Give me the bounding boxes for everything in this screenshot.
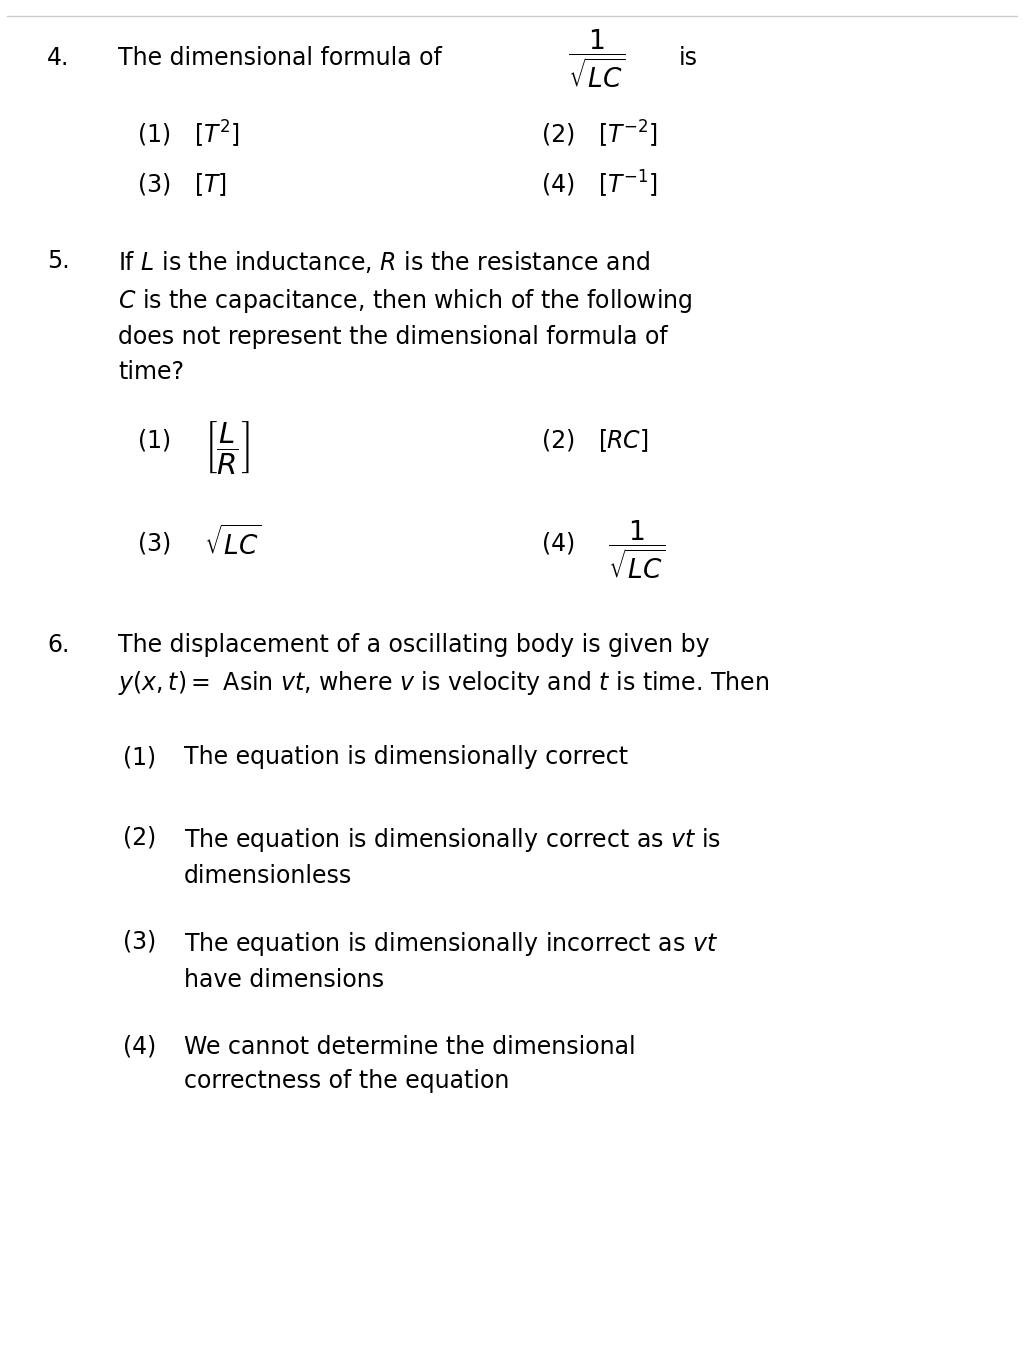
Text: We cannot determine the dimensional
correctness of the equation: We cannot determine the dimensional corr…	[183, 1034, 635, 1093]
Text: $[T^{2}]$: $[T^{2}]$	[194, 120, 240, 151]
Text: is: is	[679, 46, 697, 71]
Text: (2): (2)	[543, 429, 575, 453]
Text: (3): (3)	[123, 930, 157, 954]
Text: The equation is dimensionally correct as $vt$ is
dimensionless: The equation is dimensionally correct as…	[183, 826, 721, 889]
Text: (4): (4)	[123, 1034, 157, 1059]
Text: 6.: 6.	[47, 633, 70, 657]
Text: The equation is dimensionally correct: The equation is dimensionally correct	[183, 746, 628, 769]
Text: (3): (3)	[138, 531, 171, 555]
Text: 4.: 4.	[47, 46, 70, 71]
Text: $\left[\dfrac{L}{R}\right]$: $\left[\dfrac{L}{R}\right]$	[204, 421, 250, 478]
Text: The dimensional formula of: The dimensional formula of	[118, 46, 442, 71]
Text: $\dfrac{1}{\sqrt{LC}}$: $\dfrac{1}{\sqrt{LC}}$	[567, 27, 626, 90]
Text: (1): (1)	[138, 122, 171, 147]
Text: $[RC]$: $[RC]$	[598, 427, 648, 455]
Text: $[T^{-1}]$: $[T^{-1}]$	[598, 169, 657, 200]
Text: $\dfrac{1}{\sqrt{LC}}$: $\dfrac{1}{\sqrt{LC}}$	[608, 519, 666, 581]
Text: $[T]$: $[T]$	[194, 171, 226, 199]
Text: (2): (2)	[543, 122, 575, 147]
Text: (4): (4)	[543, 173, 575, 197]
Text: If $L$ is the inductance, $R$ is the resistance and
$C$ is the capacitance, then: If $L$ is the inductance, $R$ is the res…	[118, 249, 692, 384]
Text: (2): (2)	[123, 826, 157, 851]
Text: (1): (1)	[138, 429, 171, 453]
Text: (1): (1)	[123, 746, 157, 769]
Text: The equation is dimensionally incorrect as $vt$
have dimensions: The equation is dimensionally incorrect …	[183, 930, 718, 992]
Text: (4): (4)	[543, 531, 575, 555]
Text: (3): (3)	[138, 173, 171, 197]
Text: 5.: 5.	[47, 249, 70, 274]
Text: $[T^{-2}]$: $[T^{-2}]$	[598, 120, 657, 151]
Text: The displacement of a oscillating body is given by
$y(x, t) =$ Asin $vt$, where : The displacement of a oscillating body i…	[118, 633, 769, 697]
Text: $\sqrt{LC}$: $\sqrt{LC}$	[204, 525, 262, 561]
